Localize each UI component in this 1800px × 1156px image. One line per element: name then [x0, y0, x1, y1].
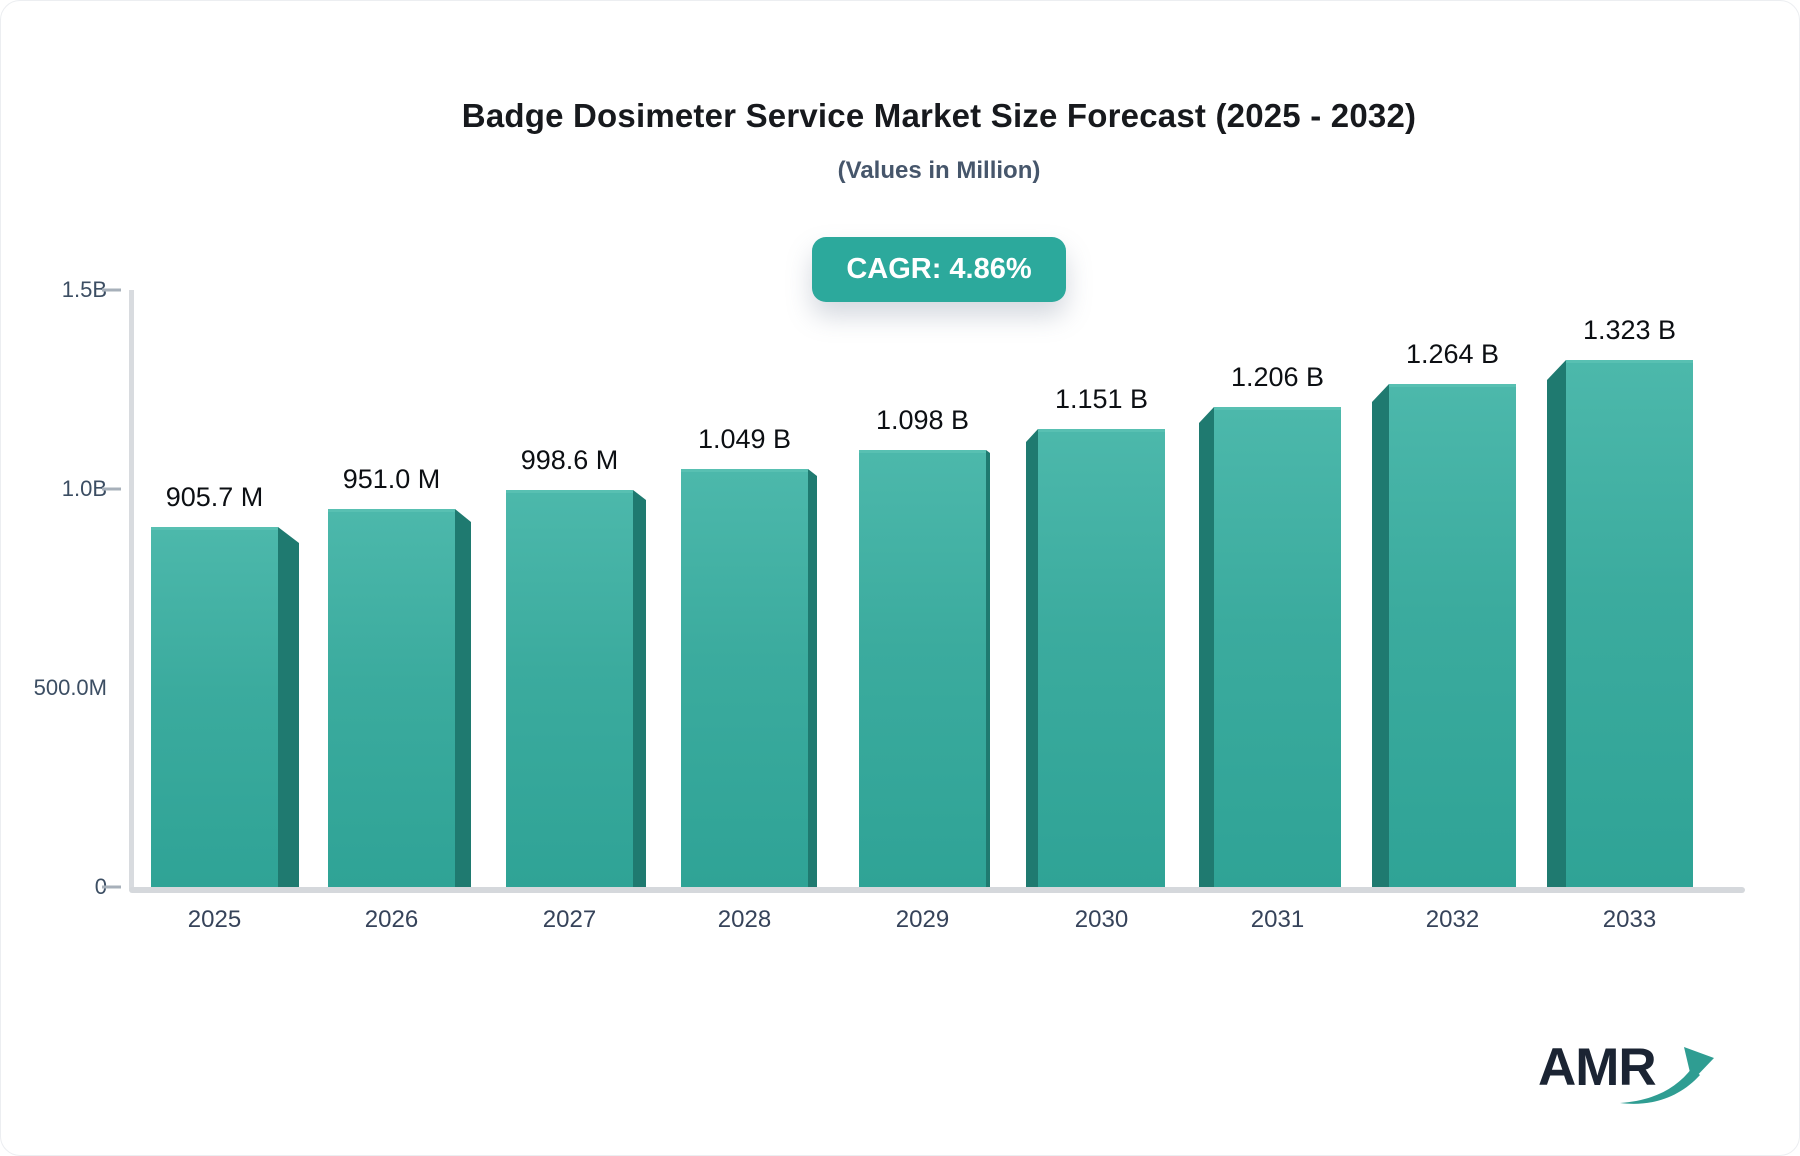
chart-subtitle: (Values in Million) [837, 157, 1041, 184]
bar-side-face [986, 450, 990, 887]
bar-side-face [278, 527, 299, 887]
x-tick-label: 2030 [1074, 906, 1129, 933]
y-tick-label: 500.0M [33, 675, 107, 700]
y-tick-label: 1.5B [61, 277, 107, 302]
x-axis-baseline [129, 887, 1745, 893]
bar [151, 527, 278, 887]
cagr-badge: CAGR: 4.86% [812, 237, 1066, 302]
x-tick-label: 2026 [364, 906, 419, 933]
bar-value-label: 1.264 B [1405, 339, 1500, 369]
bar-value-label: 1.098 B [875, 405, 970, 435]
bar-side-face [1026, 429, 1038, 887]
x-tick-label: 2032 [1425, 906, 1480, 933]
bar [328, 509, 455, 887]
y-tick-dash [102, 487, 121, 491]
y-tick-dash [102, 885, 121, 889]
y-axis-line [129, 290, 134, 889]
bar [1389, 384, 1516, 887]
growth-arrow-icon [1620, 1047, 1714, 1104]
bar [1566, 360, 1693, 887]
bar-value-label: 1.323 B [1582, 315, 1677, 345]
bar-side-face [1372, 384, 1389, 887]
x-tick-label: 2028 [717, 906, 772, 933]
x-tick-label: 2033 [1602, 906, 1657, 933]
bar-value-label: 998.6 M [520, 445, 619, 475]
amr-logo-text: AMR [1538, 1038, 1657, 1097]
x-tick-label: 2025 [187, 906, 242, 933]
x-tick-label: 2027 [542, 906, 597, 933]
bar-value-label: 1.049 B [697, 424, 792, 454]
y-tick-label: 1.0B [61, 476, 107, 501]
x-tick-label: 2031 [1250, 906, 1305, 933]
bar-value-label: 905.7 M [165, 482, 264, 512]
bar-side-face [455, 509, 471, 887]
bar [1214, 407, 1341, 887]
bar-value-label: 1.151 B [1054, 384, 1149, 414]
bar-side-face [808, 469, 817, 887]
amr-logo: AMR [1538, 1037, 1718, 1115]
x-tick-label: 2029 [895, 906, 950, 933]
chart-header: Badge Dosimeter Service Market Size Fore… [133, 1, 1745, 302]
bar-value-label: 951.0 M [342, 464, 441, 494]
bar-value-label: 1.206 B [1230, 362, 1325, 392]
bar-side-face [1547, 360, 1566, 887]
bar-side-face [1199, 407, 1214, 887]
bar [506, 490, 633, 887]
bar [1038, 429, 1165, 887]
bar [681, 469, 808, 887]
chart-title: Badge Dosimeter Service Market Size Fore… [461, 97, 1417, 134]
y-tick-label: 0 [94, 874, 107, 899]
bar [859, 450, 986, 887]
bar-side-face [633, 490, 646, 887]
y-tick-dash [102, 288, 121, 292]
